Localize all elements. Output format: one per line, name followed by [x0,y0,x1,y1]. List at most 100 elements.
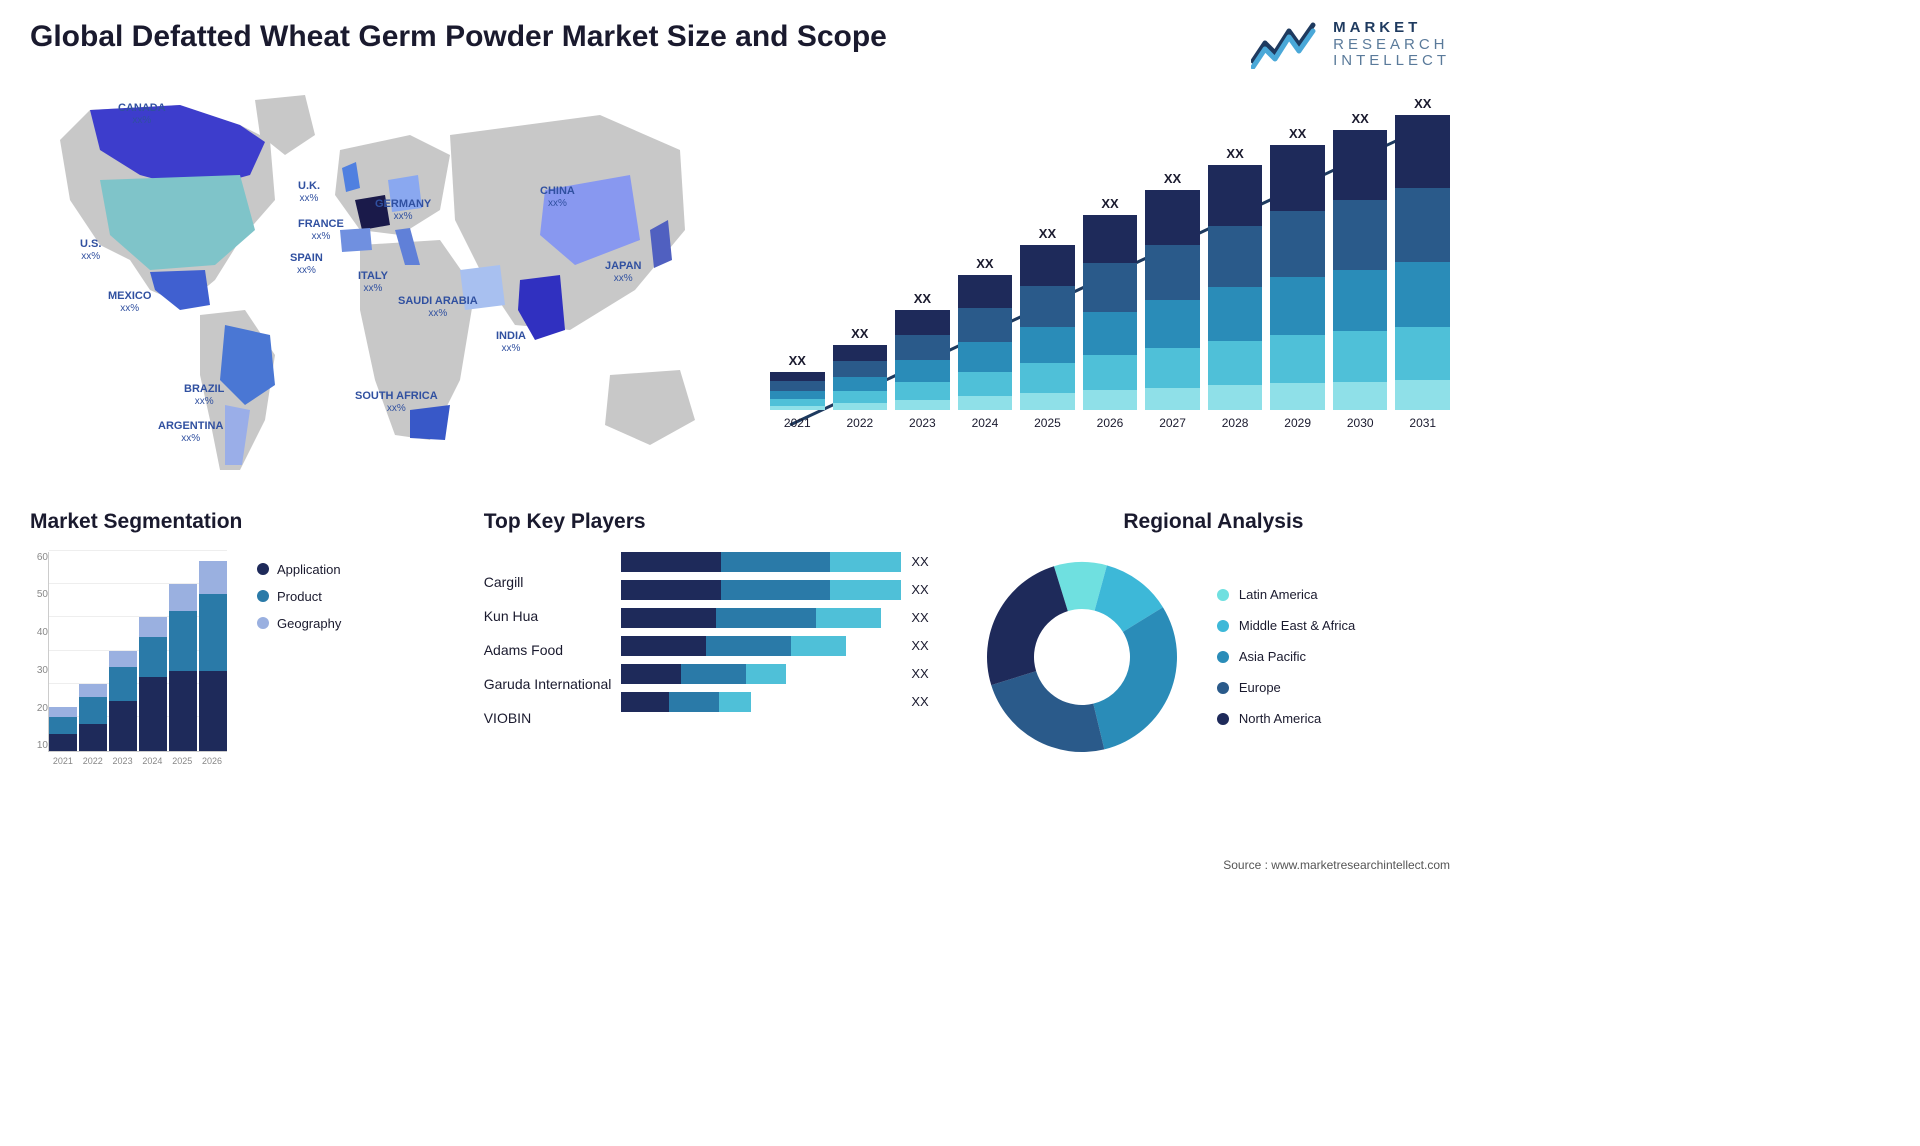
donut-slice-europe [991,671,1104,752]
growth-value-label: XX [976,256,993,271]
player-value-label: XX [911,638,941,653]
logo-line1: MARKET [1333,20,1450,37]
growth-seg [1395,188,1450,262]
market-growth-chart: XX2021XX2022XX2023XX2024XX2025XX2026XX20… [770,80,1450,480]
player-seg [716,608,816,628]
player-seg [621,608,716,628]
map-label-japan: JAPANxx% [605,260,641,285]
players-title: Top Key Players [484,510,957,534]
seg-ytick: 10 [30,740,48,751]
growth-value-label: XX [789,353,806,368]
growth-seg [833,391,888,403]
growth-seg [958,308,1013,342]
seg-seg [169,611,197,671]
growth-value-label: XX [1226,146,1243,161]
seg-seg [79,724,107,751]
legend-swatch-icon [257,590,269,602]
growth-seg [1333,130,1388,200]
map-label-china: CHINAxx% [540,185,575,210]
seg-bar-2025 [169,584,197,751]
growth-seg [895,310,950,335]
growth-bar-2025: XX2025 [1020,226,1075,430]
growth-seg [1395,327,1450,380]
seg-ytick: 40 [30,627,48,638]
growth-seg [1270,335,1325,383]
legend-swatch-icon [257,563,269,575]
growth-seg [1208,341,1263,385]
growth-value-label: XX [914,291,931,306]
legend-swatch-icon [1217,651,1229,663]
seg-ytick: 60 [30,552,48,563]
player-row: XX [621,692,941,712]
regional-legend-item: Asia Pacific [1217,649,1355,664]
growth-year-label: 2025 [1034,416,1061,430]
growth-seg [895,382,950,400]
growth-value-label: XX [1289,126,1306,141]
regional-legend-label: Europe [1239,680,1281,695]
growth-value-label: XX [1414,96,1431,111]
growth-seg [1333,331,1388,381]
growth-seg [1145,245,1200,300]
regional-title: Regional Analysis [977,510,1450,534]
regional-legend-label: Middle East & Africa [1239,618,1355,633]
player-name: Kun Hua [484,608,612,624]
growth-seg [1208,226,1263,287]
map-label-saudiarabia: SAUDI ARABIAxx% [398,295,478,320]
seg-legend-label: Product [277,589,322,604]
players-bars: XXXXXXXXXXXX [621,552,941,726]
growth-bar-2030: XX2030 [1333,111,1388,430]
regional-legend-item: Europe [1217,680,1355,695]
growth-seg [1208,287,1263,341]
legend-swatch-icon [1217,682,1229,694]
growth-seg [833,377,888,391]
seg-year-label: 2024 [142,756,162,766]
seg-bar-2021 [49,707,77,750]
page-title: Global Defatted Wheat Germ Powder Market… [30,20,887,54]
growth-year-label: 2023 [909,416,936,430]
player-name: VIOBIN [484,710,612,726]
seg-year-label: 2026 [202,756,222,766]
growth-seg [1333,200,1388,270]
growth-year-label: 2028 [1222,416,1249,430]
source-attribution: Source : www.marketresearchintellect.com [1223,858,1450,872]
growth-seg [895,400,950,410]
map-label-brazil: BRAZILxx% [184,383,224,408]
player-value-label: XX [911,694,941,709]
growth-seg [1395,115,1450,189]
player-seg [621,552,721,572]
growth-bar-2023: XX 2023 [895,291,950,430]
player-name: Adams Food [484,642,612,658]
map-region-spain [340,228,372,252]
growth-bar-2022: XX2022 [833,326,888,430]
growth-seg [895,360,950,382]
player-seg [830,552,901,572]
growth-seg [1083,263,1138,312]
regional-legend-item: Middle East & Africa [1217,618,1355,633]
player-value-label: XX [911,582,941,597]
legend-swatch-icon [257,617,269,629]
regional-legend-label: Asia Pacific [1239,649,1306,664]
growth-bar-2024: XX2024 [958,256,1013,430]
growth-seg [1208,165,1263,226]
growth-seg [958,342,1013,372]
seg-seg [199,594,227,671]
player-seg [621,664,681,684]
regional-legend-label: Latin America [1239,587,1318,602]
map-label-italy: ITALYxx% [358,270,388,295]
donut-slice-asia-pacific [1093,607,1177,749]
growth-seg [1020,393,1075,410]
seg-seg [79,697,107,724]
player-name: Cargill [484,574,612,590]
regional-legend-label: North America [1239,711,1321,726]
growth-seg [833,361,888,377]
growth-seg [1270,211,1325,277]
player-row: XX [621,552,941,572]
player-seg [706,636,791,656]
growth-year-label: 2022 [846,416,873,430]
seg-legend-label: Application [277,562,341,577]
growth-seg [1020,363,1075,393]
growth-seg [1020,327,1075,363]
growth-bar-2026: XX2026 [1083,196,1138,430]
growth-seg [1395,262,1450,327]
growth-seg [1020,245,1075,286]
